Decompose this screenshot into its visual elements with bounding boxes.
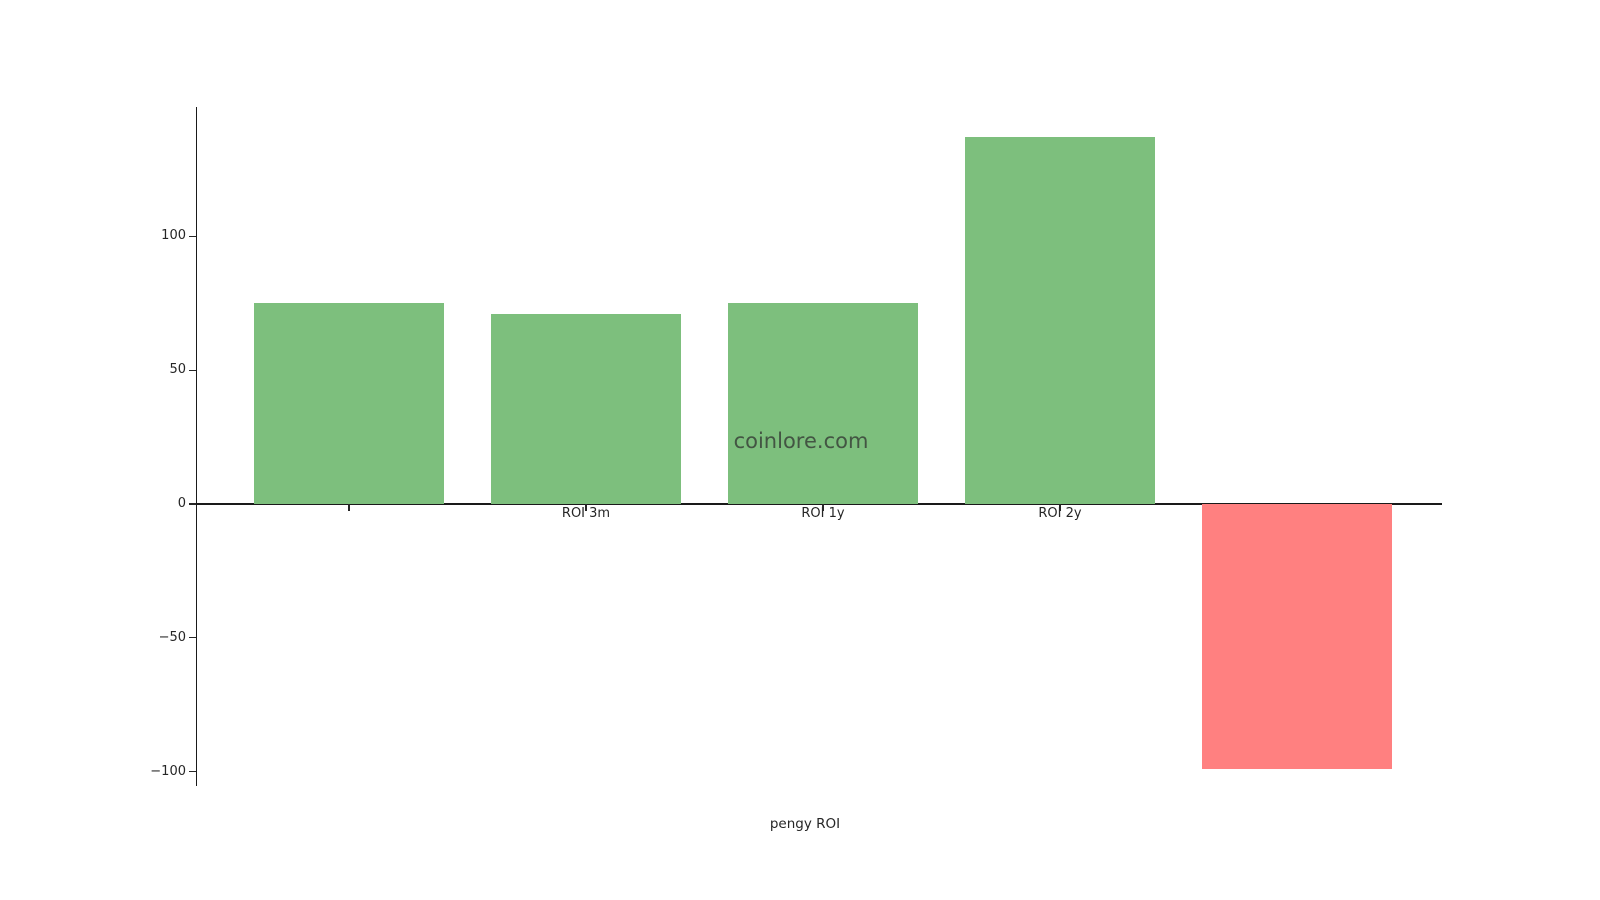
y-tick-label: −100 [150,763,186,779]
y-tick-label: 100 [161,228,186,244]
x-tick [585,503,587,511]
x-tick [1059,503,1061,511]
x-axis-title: pengy ROI [769,816,841,832]
y-tick [189,503,196,505]
x-tick-label: ROI 2y [1038,506,1082,522]
y-tick [189,637,196,639]
y-tick-label: 50 [169,362,186,378]
y-tick [189,369,196,371]
bar-ROI 2y [965,137,1155,504]
x-axis-line [196,503,1442,505]
x-tick [348,503,350,511]
bar-unlabeled-4 [1202,503,1392,769]
y-tick [189,770,196,773]
y-axis-line [196,107,198,786]
bar-ROI 1y [728,303,918,504]
y-tick [189,235,196,237]
bar-ROI 3m [491,314,681,504]
x-tick-label: ROI 3m [561,506,611,522]
x-tick-label: ROI 1y [801,506,845,522]
bar-unlabeled-0 [254,303,444,504]
y-tick-label: 0 [177,495,186,511]
x-tick [822,503,824,511]
y-tick-label: −50 [158,629,186,645]
watermark-text: coinlore.com [733,429,869,453]
